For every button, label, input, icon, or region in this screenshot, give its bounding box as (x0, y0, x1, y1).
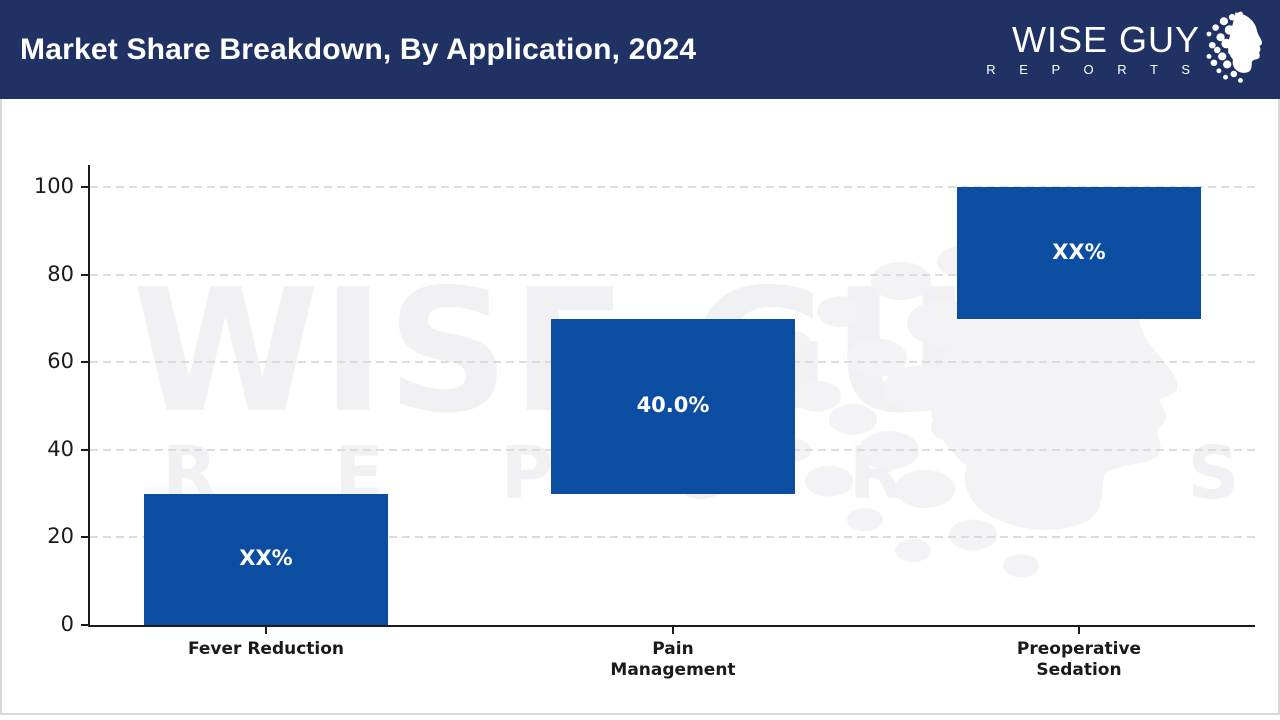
x-tick-mark (265, 627, 267, 634)
header-bar: Market Share Breakdown, By Application, … (0, 0, 1280, 99)
x-tick-mark (1078, 627, 1080, 634)
bar-segment (551, 318, 795, 494)
gridline (90, 536, 1255, 539)
y-tick-mark (81, 273, 89, 276)
y-tick-label: 100 (33, 174, 74, 199)
chart-title: Market Share Breakdown, By Application, … (20, 32, 697, 66)
bar-segment (144, 493, 388, 625)
bar-segment (957, 187, 1201, 319)
bar-value-label: XX% (239, 546, 293, 571)
x-tick-mark (672, 627, 674, 634)
y-tick-label: 20 (47, 524, 74, 549)
gridline (90, 186, 1255, 189)
y-tick-label: 0 (60, 612, 74, 636)
wiseguy-logo: WISE GUY R E P O R T S (982, 10, 1262, 90)
y-tick-label: 80 (47, 261, 74, 286)
x-category-label: Pain Management (610, 639, 736, 680)
y-tick-mark (81, 361, 89, 364)
logo-subtext: R E P O R T S (986, 62, 1200, 77)
x-category-label: Fever Reduction (187, 639, 345, 659)
y-tick-label: 60 (47, 349, 74, 374)
chart-card: WISE GUY R E P O R T S XX%40.0%XX%020406… (0, 99, 1280, 715)
x-axis-spine (88, 625, 1255, 627)
plot-area: XX% 40.0% XX% 0 20 40 60 80 100 Fever Reduction Pa… (2, 99, 1278, 713)
logo-text-block: WISE GUY R E P O R T S (982, 19, 1200, 78)
y-tick-mark (81, 536, 89, 539)
y-tick-label: 40 (47, 436, 74, 461)
y-tick-mark (81, 448, 89, 451)
logo-head-profile-icon (1206, 11, 1262, 83)
gridline (90, 273, 1255, 276)
y-tick-mark (81, 186, 89, 189)
y-tick-mark (81, 624, 89, 626)
y-axis-spine (88, 165, 90, 627)
bar-value-label: 40.0% (636, 393, 710, 418)
logo-wordmark: WISE GUY (1011, 19, 1200, 60)
bar-value-label: XX% (1052, 239, 1106, 264)
x-category-label: Preoperative Sedation (1016, 639, 1142, 680)
